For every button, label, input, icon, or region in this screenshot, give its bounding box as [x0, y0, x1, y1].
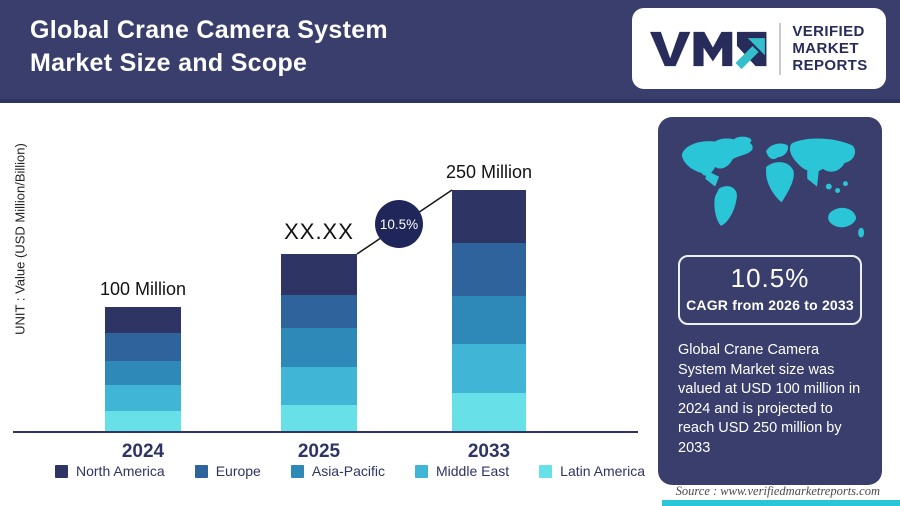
logo-word-3: REPORTS — [792, 57, 868, 75]
cagr-box: 10.5% CAGR from 2026 to 2033 — [678, 255, 862, 325]
segment-asia-pacific — [105, 361, 181, 385]
source-attribution: Source : www.verifiedmarketreports.com — [675, 484, 880, 498]
bar-value-label-2025: XX.XX — [284, 219, 354, 244]
segment-middle-east — [281, 367, 357, 405]
legend-item-middle-east: Middle East — [415, 463, 509, 479]
legend-label: Europe — [215, 463, 261, 479]
vmr-logo: VERIFIED MARKET REPORTS — [632, 8, 886, 89]
world-map-icon — [681, 136, 865, 238]
title-line-2: Market Size and Scope — [30, 48, 308, 77]
logo-word-1: VERIFIED — [792, 22, 865, 40]
legend-swatch — [415, 464, 428, 478]
legend-label: Middle East — [436, 463, 510, 479]
legend-swatch — [55, 464, 68, 478]
segment-latin-america — [105, 411, 181, 431]
sidebar-panel: 10.5% CAGR from 2026 to 2033 Global Cran… — [658, 117, 882, 485]
vmr-logo-icon — [650, 31, 767, 69]
legend-swatch — [194, 464, 208, 478]
legend: North America Europe Asia-Pacific Middle Ea… — [55, 463, 645, 479]
bottom-accent-strip — [662, 500, 900, 506]
bar-2033: 250 Million 2033 — [446, 162, 532, 462]
x-axis-label-2033: 2033 — [467, 441, 511, 462]
segment-asia-pacific — [452, 296, 526, 344]
bar-value-label-2033: 250 Million — [445, 162, 533, 182]
segment-europe — [281, 295, 357, 328]
legend-label: Asia-Pacific — [311, 463, 385, 479]
logo-wordmark: VERIFIED MARKET REPORTS — [792, 23, 867, 75]
segment-europe — [452, 243, 526, 296]
legend-item-north-america: North America — [55, 463, 165, 479]
segment-north-america — [452, 190, 526, 243]
growth-rate-badge: 10.5% — [375, 200, 423, 248]
bar-2025: XX.XX 2025 — [281, 219, 357, 462]
legend-swatch — [290, 464, 304, 478]
segment-north-america — [105, 307, 181, 333]
legend-swatch — [539, 464, 553, 478]
bar-2024: 100 Million 2024 — [100, 279, 186, 462]
legend-label: North America — [76, 463, 165, 479]
legend-item-latin-america: Latin America — [539, 463, 645, 479]
bar-value-label-2024: 100 Million — [99, 279, 187, 299]
logo-word-2: MARKET — [792, 39, 859, 57]
logo-divider — [779, 22, 782, 75]
x-axis-line — [13, 431, 638, 433]
market-summary-text: Global Crane Camera System Market size w… — [678, 342, 861, 456]
cagr-caption: CAGR from 2026 to 2033 — [686, 297, 854, 313]
segment-europe — [105, 333, 181, 361]
legend-item-europe: Europe — [194, 463, 261, 479]
cagr-value: 10.5% — [730, 263, 810, 293]
segment-north-america — [281, 254, 357, 295]
page-title: Global Crane Camera System Market Size a… — [30, 14, 388, 79]
header: Global Crane Camera System Market Size a… — [0, 0, 900, 103]
segment-latin-america — [281, 405, 357, 431]
legend-item-asia-pacific: Asia-Pacific — [290, 463, 385, 479]
x-axis-label-2024: 2024 — [121, 441, 165, 462]
segment-latin-america — [452, 393, 526, 431]
legend-label: Latin America — [560, 463, 645, 479]
segment-middle-east — [105, 385, 181, 411]
segment-middle-east — [452, 344, 526, 393]
x-axis-label-2025: 2025 — [297, 441, 341, 462]
title-line-1: Global Crane Camera System — [30, 16, 388, 44]
segment-asia-pacific — [281, 328, 357, 367]
